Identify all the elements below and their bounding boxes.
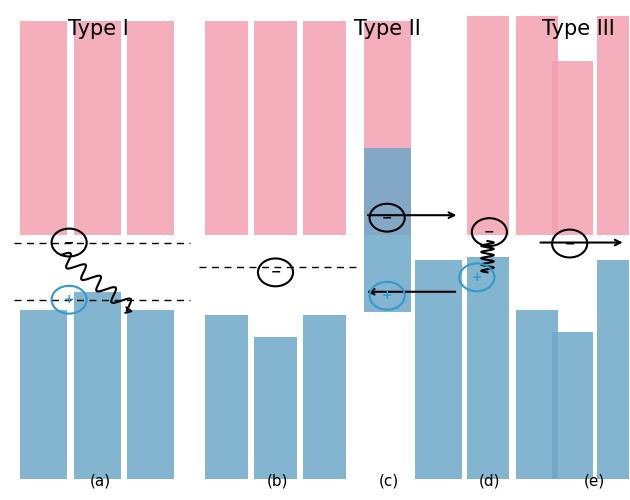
FancyBboxPatch shape <box>74 292 120 478</box>
Text: (a): (a) <box>90 474 111 488</box>
Text: −: − <box>484 226 495 238</box>
FancyBboxPatch shape <box>415 260 462 478</box>
Text: Type III: Type III <box>542 19 615 39</box>
Text: Type II: Type II <box>354 19 420 39</box>
Text: Type I: Type I <box>68 19 129 39</box>
FancyBboxPatch shape <box>597 16 630 235</box>
FancyBboxPatch shape <box>254 337 297 478</box>
FancyBboxPatch shape <box>516 310 558 478</box>
FancyBboxPatch shape <box>20 22 67 235</box>
FancyBboxPatch shape <box>552 61 593 235</box>
FancyBboxPatch shape <box>74 22 120 235</box>
FancyBboxPatch shape <box>127 310 174 478</box>
Text: −: − <box>382 211 392 224</box>
Text: (c): (c) <box>378 474 399 488</box>
FancyBboxPatch shape <box>516 16 558 235</box>
Text: −: − <box>564 237 575 250</box>
FancyBboxPatch shape <box>20 310 67 478</box>
Text: −: − <box>270 266 281 279</box>
FancyBboxPatch shape <box>303 22 346 235</box>
FancyBboxPatch shape <box>467 258 510 478</box>
FancyBboxPatch shape <box>127 22 174 235</box>
FancyBboxPatch shape <box>597 260 630 478</box>
FancyBboxPatch shape <box>303 314 346 478</box>
FancyBboxPatch shape <box>205 22 248 235</box>
Text: +: + <box>382 289 392 302</box>
Text: (b): (b) <box>266 474 288 488</box>
Text: +: + <box>64 293 74 306</box>
FancyBboxPatch shape <box>467 16 510 235</box>
Text: −: − <box>64 236 74 249</box>
FancyBboxPatch shape <box>364 22 411 235</box>
FancyBboxPatch shape <box>205 314 248 478</box>
Text: +: + <box>471 271 482 284</box>
FancyBboxPatch shape <box>552 332 593 478</box>
Text: (e): (e) <box>583 474 605 488</box>
FancyBboxPatch shape <box>254 22 297 235</box>
Text: (d): (d) <box>479 474 500 488</box>
FancyBboxPatch shape <box>364 148 411 312</box>
